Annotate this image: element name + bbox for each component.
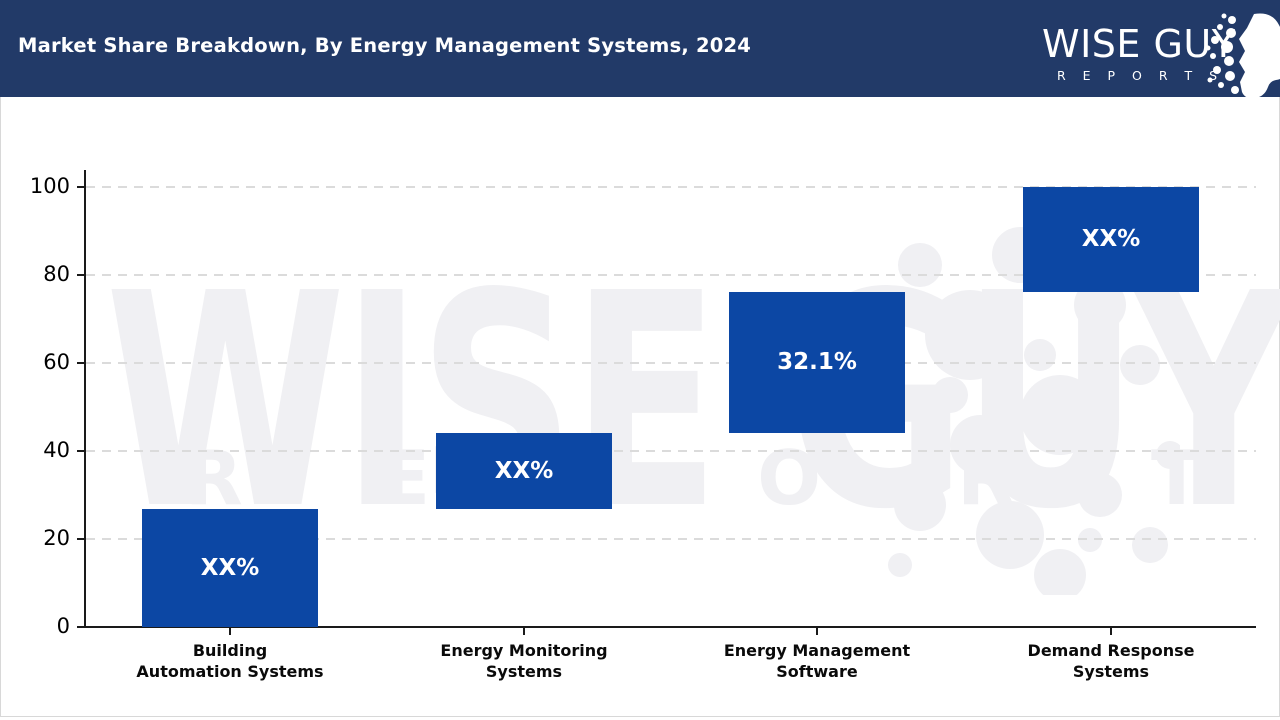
category-label: Building Automation Systems xyxy=(80,640,380,682)
logo-name: WISE GUY xyxy=(1042,22,1236,66)
logo-tagline: R E P O R T S xyxy=(1057,68,1224,83)
category-label: Demand Response Systems xyxy=(961,640,1261,682)
x-axis-tick xyxy=(523,628,525,635)
bar: 32.1% xyxy=(729,291,905,433)
y-axis-tick-label: 100 xyxy=(29,174,70,198)
gridline xyxy=(86,362,1256,364)
gridline xyxy=(86,450,1256,452)
x-axis-line xyxy=(84,626,1256,628)
bar-value-label: XX% xyxy=(1081,226,1141,253)
category-label-line1: Energy Management xyxy=(723,641,911,660)
gridline xyxy=(86,186,1256,188)
y-axis-tick-label: 0 xyxy=(56,614,70,638)
category-label-line1: Energy Monitoring xyxy=(440,641,608,660)
bar-value-label: XX% xyxy=(200,555,260,582)
y-axis-tick xyxy=(77,362,85,364)
chart-title: Market Share Breakdown, By Energy Manage… xyxy=(18,34,752,57)
gridline xyxy=(86,538,1256,540)
y-axis-tick xyxy=(77,538,85,540)
y-axis-tick-label: 20 xyxy=(43,526,70,550)
bar: XX% xyxy=(1023,187,1199,292)
category-label-line2: Automation Systems xyxy=(136,662,324,681)
category-label-line2: Systems xyxy=(485,662,563,681)
category-label: Energy Management Software xyxy=(667,640,967,682)
bar-value-label: XX% xyxy=(494,458,554,484)
category-label: Energy Monitoring Systems xyxy=(374,640,674,682)
bar: XX% xyxy=(436,432,612,510)
x-axis-tick xyxy=(816,628,818,635)
y-axis-tick xyxy=(77,450,85,452)
category-label-line2: Software xyxy=(776,662,858,681)
bar: XX% xyxy=(142,509,318,627)
y-axis-tick-label: 60 xyxy=(43,350,70,374)
wiseguy-logo: WISE GUY R E P O R T S xyxy=(1042,13,1280,99)
y-axis-line xyxy=(84,170,86,628)
x-axis-tick xyxy=(1110,628,1112,635)
wiseguy-head-icon xyxy=(1205,13,1280,99)
category-label-line1: Building xyxy=(192,641,268,660)
y-axis-tick xyxy=(77,186,85,188)
x-axis-tick xyxy=(229,628,231,635)
gridline xyxy=(86,274,1256,276)
category-label-line1: Demand Response xyxy=(1027,641,1195,660)
category-label-line2: Systems xyxy=(1072,662,1150,681)
bar-value-label: 32.1% xyxy=(777,349,857,376)
y-axis-tick xyxy=(77,626,85,628)
y-axis-tick xyxy=(77,274,85,276)
header-bar: Market Share Breakdown, By Energy Manage… xyxy=(0,0,1280,99)
y-axis-tick-label: 80 xyxy=(43,262,70,286)
y-axis-tick-label: 40 xyxy=(43,438,70,462)
